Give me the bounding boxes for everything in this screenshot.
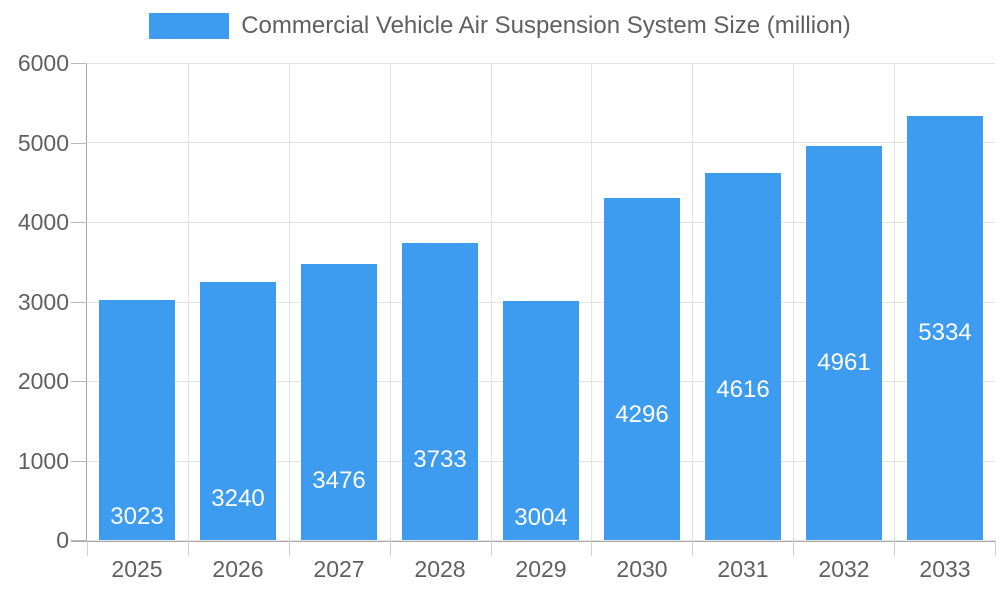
x-tick-mark — [692, 540, 693, 556]
y-tick-mark — [71, 540, 87, 541]
y-tick-mark — [71, 381, 87, 382]
gridline-vertical — [491, 63, 492, 540]
x-tick-label: 2028 — [414, 556, 466, 582]
gridline-vertical — [289, 63, 290, 540]
x-tick-mark — [188, 540, 189, 556]
y-tick-label: 5000 — [17, 129, 69, 156]
y-tick-label: 1000 — [17, 447, 69, 474]
x-tick-label: 2033 — [919, 556, 971, 582]
gridline-horizontal — [87, 540, 995, 541]
bar[interactable] — [503, 301, 579, 540]
bar[interactable] — [301, 264, 377, 540]
x-tick-label: 2031 — [717, 556, 769, 582]
x-tick-mark — [995, 540, 996, 556]
x-tick-mark — [894, 540, 895, 556]
y-tick-mark — [71, 63, 87, 64]
gridline-horizontal — [87, 222, 995, 223]
gridline-vertical — [692, 63, 693, 540]
x-tick-mark — [87, 540, 88, 556]
gridline-horizontal — [87, 142, 995, 143]
gridline-horizontal — [87, 63, 995, 64]
x-tick-label: 2029 — [515, 556, 567, 582]
bar[interactable] — [200, 282, 276, 540]
y-tick-mark — [71, 461, 87, 462]
x-tick-label: 2026 — [212, 556, 264, 582]
y-tick-label: 3000 — [17, 288, 69, 315]
bar[interactable] — [907, 116, 983, 540]
gridline-vertical — [793, 63, 794, 540]
y-tick-mark — [71, 222, 87, 223]
y-tick-label: 2000 — [17, 368, 69, 394]
y-tick-mark — [71, 302, 87, 303]
bar[interactable] — [402, 243, 478, 540]
bar[interactable] — [604, 198, 680, 540]
x-tick-mark — [793, 540, 794, 556]
gridline-vertical — [390, 63, 391, 540]
y-tick-label: 4000 — [17, 209, 69, 235]
gridline-vertical — [894, 63, 895, 540]
legend-color-swatch-icon — [149, 13, 230, 39]
bar[interactable] — [705, 173, 781, 540]
gridline-vertical — [591, 63, 592, 540]
plot-area: 3023 3240 3476 3733 3004 4296 4616 4961 5334 — [87, 63, 995, 541]
bar[interactable] — [99, 300, 175, 540]
x-axis-line — [71, 540, 995, 542]
legend-item-label: Commercial Vehicle Air Suspension System… — [241, 12, 851, 39]
x-tick-mark — [390, 540, 391, 556]
legend-item-series-0[interactable]: Commercial Vehicle Air Suspension System… — [149, 13, 851, 39]
gridline-vertical — [188, 63, 189, 540]
x-tick-label: 2027 — [313, 556, 365, 582]
x-tick-mark — [289, 540, 290, 556]
y-tick-label: 6000 — [17, 50, 69, 76]
chart-legend: Commercial Vehicle Air Suspension System… — [0, 0, 1000, 52]
x-tick-label: 2032 — [818, 556, 870, 582]
x-tick-mark — [591, 540, 592, 556]
y-tick-mark — [71, 143, 87, 144]
y-tick-label: 0 — [56, 527, 69, 553]
x-tick-label: 2030 — [616, 556, 668, 582]
bar[interactable] — [806, 146, 882, 540]
x-tick-mark — [491, 540, 492, 556]
x-tick-label: 2025 — [111, 556, 163, 582]
